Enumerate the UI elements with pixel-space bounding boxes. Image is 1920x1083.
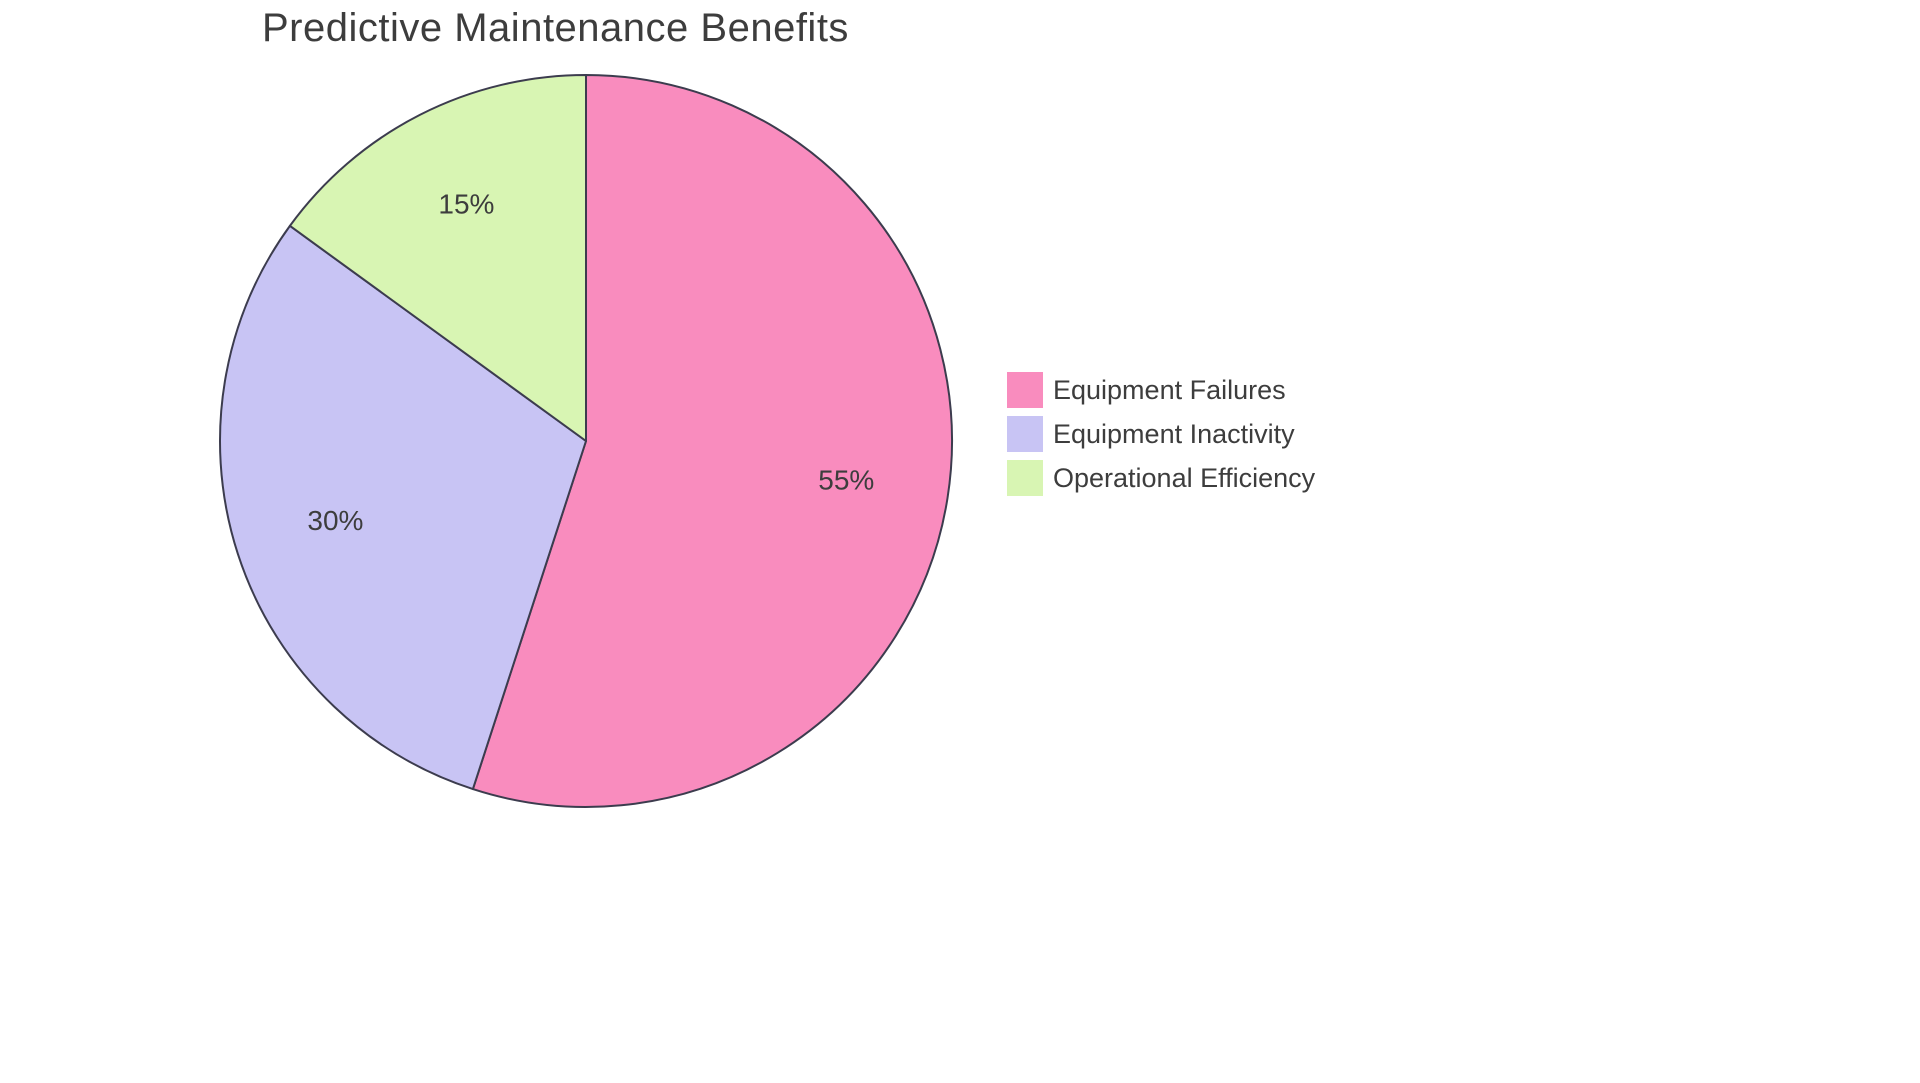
chart-title: Predictive Maintenance Benefits [262, 6, 849, 50]
legend-item: Operational Efficiency [1007, 460, 1315, 496]
slice-label-equipment-inactivity: 30% [307, 505, 363, 536]
pie-slice-operational-efficiency [288, 74, 587, 442]
legend-swatch-operational-efficiency [1007, 460, 1043, 496]
legend-item: Equipment Failures [1007, 372, 1315, 408]
slice-label-equipment-failures: 55% [818, 465, 874, 496]
legend-label: Equipment Failures [1053, 374, 1286, 405]
pie-slice-equipment-inactivity [219, 224, 587, 791]
legend-label: Equipment Inactivity [1053, 418, 1295, 449]
legend-item: Equipment Inactivity [1007, 416, 1315, 452]
pie-slice-equipment-failures [471, 74, 953, 808]
legend: Equipment Failures Equipment Inactivity … [1007, 372, 1315, 496]
legend-label: Operational Efficiency [1053, 462, 1316, 493]
legend-swatch-equipment-inactivity [1007, 416, 1043, 452]
legend-swatch-equipment-failures [1007, 372, 1043, 408]
slice-label-operational-efficiency: 15% [438, 189, 494, 220]
